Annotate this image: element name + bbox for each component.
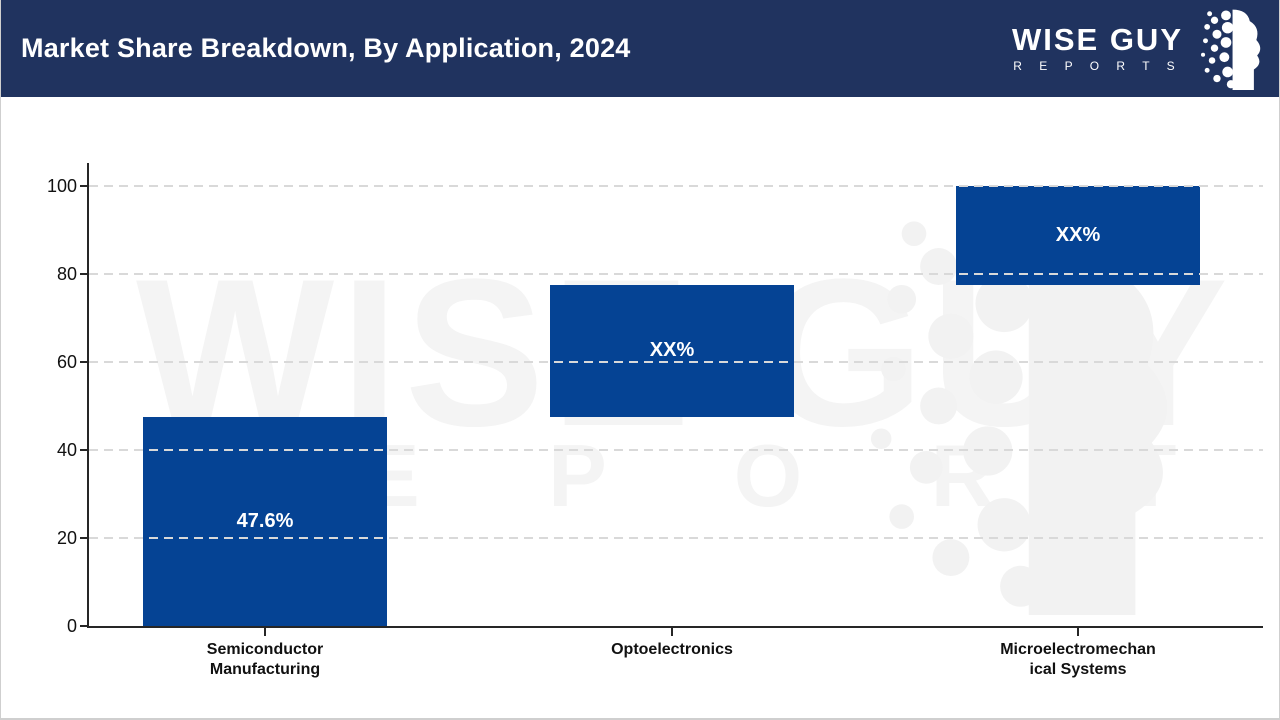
x-category-label: Optoelectronics xyxy=(522,640,822,660)
x-category-label: Semiconductor Manufacturing xyxy=(115,640,415,680)
y-tick-label: 100 xyxy=(46,176,77,196)
y-axis-line xyxy=(87,163,89,628)
chart-area: 47.6% XX% XX% 0 20 40 60 80 100 Semiconductor Manu… xyxy=(1,97,1279,718)
y-tick-mark xyxy=(80,537,89,539)
gridline xyxy=(89,537,1263,539)
bar-segment: XX% xyxy=(550,285,794,417)
x-tick-mark xyxy=(1077,628,1079,636)
y-tick-mark xyxy=(80,625,89,627)
x-tick-mark xyxy=(671,628,673,636)
y-tick-label: 60 xyxy=(56,352,77,372)
x-tick-mark xyxy=(264,628,266,636)
gridline xyxy=(89,361,1263,363)
x-category-label-line: Microelectromechan xyxy=(1000,641,1156,658)
gridline xyxy=(89,449,1263,451)
x-axis-line xyxy=(87,626,1263,628)
dotted-face-profile-icon xyxy=(1200,9,1261,90)
bar-value-label: XX% xyxy=(649,339,695,362)
x-category-label-line: Optoelectronics xyxy=(611,641,733,658)
gridline xyxy=(89,185,1263,187)
y-tick-label: 40 xyxy=(56,440,77,460)
y-tick-mark xyxy=(80,449,89,451)
page-title: Market Share Breakdown, By Application, … xyxy=(21,33,631,63)
bar-value-label: XX% xyxy=(1055,224,1101,246)
x-category-label: Microelectromechan ical Systems xyxy=(928,640,1228,680)
y-tick-label: 20 xyxy=(56,528,77,548)
y-tick-mark xyxy=(80,185,89,187)
logo-text: WISE GUY R E P O R T S xyxy=(1012,24,1183,73)
bar-segment: 47.6% xyxy=(143,416,387,626)
y-tick-label: 0 xyxy=(66,616,77,636)
logo-reports-text: R E P O R T S xyxy=(1013,59,1182,73)
gridline xyxy=(89,273,1263,275)
bar-segment: XX% xyxy=(956,186,1200,285)
logo-wiseguy-text: WISE GUY xyxy=(1011,22,1183,57)
y-tick-label: 80 xyxy=(56,264,77,284)
y-tick-mark xyxy=(80,273,89,275)
x-category-label-line: ical Systems xyxy=(1029,661,1127,678)
wise-guy-reports-logo: WISE GUY R E P O R T S xyxy=(1012,7,1267,91)
y-tick-mark xyxy=(80,361,89,363)
header-bar: Market Share Breakdown, By Application, … xyxy=(1,0,1279,97)
x-category-label-line: Manufacturing xyxy=(209,661,321,678)
x-category-label-line: Semiconductor xyxy=(206,641,324,658)
bar-value-label: 47.6% xyxy=(236,509,294,532)
